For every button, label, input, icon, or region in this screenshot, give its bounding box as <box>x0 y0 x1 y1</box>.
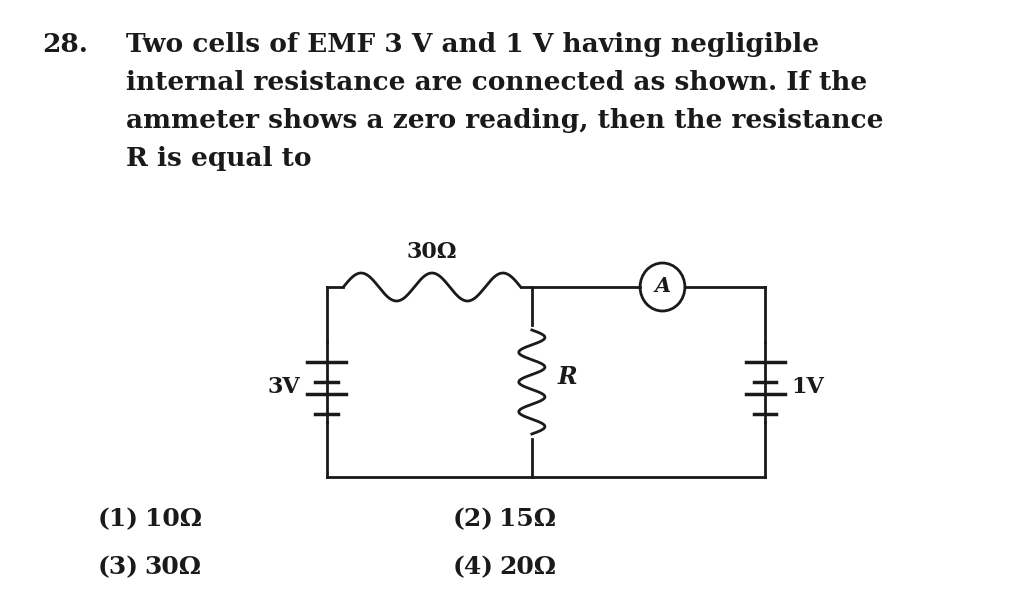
Text: 28.: 28. <box>42 32 88 57</box>
Text: A: A <box>654 276 671 296</box>
Text: 30Ω: 30Ω <box>407 241 458 263</box>
Text: 15Ω: 15Ω <box>499 507 556 531</box>
Text: ammeter shows a zero reading, then the resistance: ammeter shows a zero reading, then the r… <box>126 108 884 133</box>
Text: (2): (2) <box>453 507 494 531</box>
Text: Two cells of EMF 3 V and 1 V having negligible: Two cells of EMF 3 V and 1 V having negl… <box>126 32 819 57</box>
Text: R is equal to: R is equal to <box>126 146 311 171</box>
Text: internal resistance are connected as shown. If the: internal resistance are connected as sho… <box>126 70 867 95</box>
Text: 30Ω: 30Ω <box>144 555 202 579</box>
Text: R: R <box>558 365 578 389</box>
Text: 1V: 1V <box>792 376 824 398</box>
Text: (3): (3) <box>98 555 139 579</box>
Circle shape <box>640 263 685 311</box>
Text: 10Ω: 10Ω <box>144 507 202 531</box>
Text: 3V: 3V <box>267 376 300 398</box>
Text: (4): (4) <box>453 555 494 579</box>
Text: (1): (1) <box>98 507 139 531</box>
Text: 20Ω: 20Ω <box>499 555 556 579</box>
